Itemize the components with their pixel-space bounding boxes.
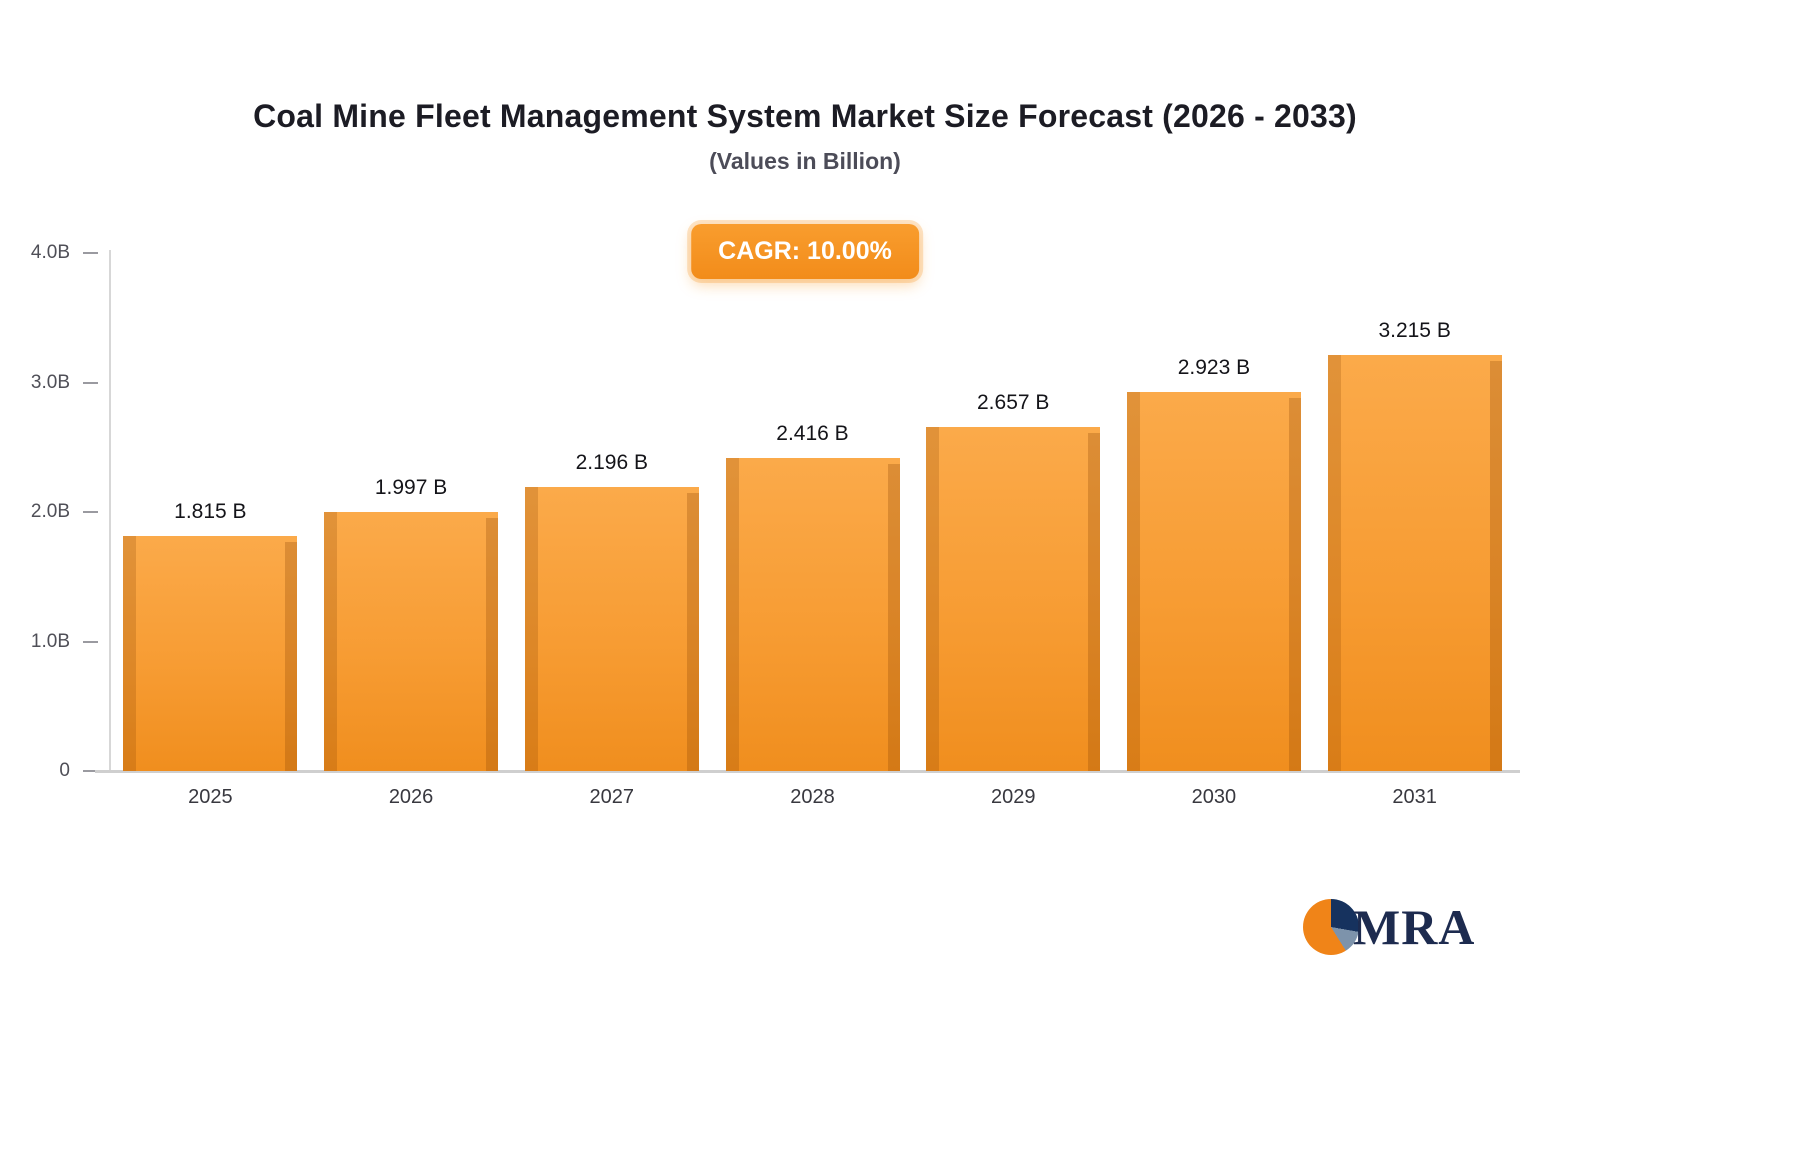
bar-2028 bbox=[725, 458, 900, 771]
bar-value-label: 1.997 B bbox=[374, 476, 448, 499]
y-tick-label: 3.0B bbox=[30, 371, 70, 393]
bar-value-label: 1.815 B bbox=[174, 500, 247, 523]
x-axis-label: 2026 bbox=[388, 786, 434, 808]
x-axis-label: 2028 bbox=[790, 786, 835, 808]
y-tick-mark bbox=[83, 511, 98, 513]
x-axis-label: 2029 bbox=[990, 786, 1036, 808]
bar-2026 bbox=[324, 512, 499, 771]
y-tick-label: 0 bbox=[59, 760, 70, 781]
y-tick-mark bbox=[83, 640, 98, 643]
bar-2025 bbox=[123, 536, 298, 771]
chart-title: Coal Mine Fleet Management System Market… bbox=[253, 98, 1357, 134]
brand-logo: MRA bbox=[1303, 898, 1475, 956]
cagr-badge: CAGR: 10.00% bbox=[691, 224, 919, 279]
bar-value-label: 2.416 B bbox=[776, 422, 849, 445]
y-tick-mark bbox=[83, 381, 98, 384]
y-axis-line bbox=[109, 250, 111, 771]
x-axis-baseline bbox=[95, 770, 1520, 773]
pie-chart-icon bbox=[1303, 899, 1359, 955]
x-axis-label: 2025 bbox=[188, 786, 233, 808]
x-axis-labels: 2025 2026 2027 2028 2029 2030 2031 bbox=[110, 786, 1515, 818]
bar-2030 bbox=[1126, 392, 1301, 771]
bar-2029 bbox=[926, 427, 1101, 771]
bar-value-label: 2.923 B bbox=[1177, 356, 1251, 379]
y-tick-label: 1.0B bbox=[30, 630, 70, 652]
x-axis-label: 2030 bbox=[1191, 786, 1237, 808]
y-tick-mark bbox=[83, 252, 98, 254]
plot-area: 1.815 B 1.997 B 2.196 B 2.416 B 2.657 B 2.923… bbox=[110, 253, 1515, 771]
y-axis: 0 1.0B 2.0B 3.0B 4.0B bbox=[0, 242, 110, 781]
bar-value-label: 2.196 B bbox=[575, 451, 648, 474]
x-axis-label: 2031 bbox=[1392, 786, 1437, 808]
y-tick-label: 4.0B bbox=[30, 242, 70, 263]
bar-value-label: 2.657 B bbox=[977, 391, 1050, 414]
chart-subtitle: (Values in Billion) bbox=[709, 148, 901, 174]
y-tick-label: 2.0B bbox=[30, 501, 70, 522]
brand-logo-text: MRA bbox=[1353, 899, 1476, 955]
bar-value-label: 3.215 B bbox=[1378, 319, 1451, 342]
y-tick-mark bbox=[83, 770, 98, 772]
x-axis-label: 2027 bbox=[589, 786, 635, 808]
bar-2031 bbox=[1327, 355, 1502, 771]
bar-2027 bbox=[524, 487, 699, 771]
